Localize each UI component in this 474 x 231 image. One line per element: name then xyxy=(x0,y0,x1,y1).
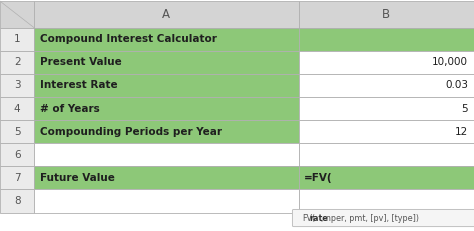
Bar xyxy=(34,51,299,74)
Text: 0.03: 0.03 xyxy=(445,80,468,91)
Bar xyxy=(0,143,34,166)
Bar xyxy=(299,74,474,97)
Text: FV(: FV( xyxy=(302,213,315,222)
Text: Compound Interest Calculator: Compound Interest Calculator xyxy=(40,34,217,44)
Bar xyxy=(34,28,299,51)
Text: Future Value: Future Value xyxy=(40,173,115,183)
Text: , nper, pmt, [pv], [type]): , nper, pmt, [pv], [type]) xyxy=(321,213,419,222)
Bar xyxy=(299,97,474,120)
Text: 3: 3 xyxy=(14,80,20,91)
Text: rate: rate xyxy=(310,213,328,222)
Bar xyxy=(0,1,34,28)
FancyBboxPatch shape xyxy=(292,210,474,227)
Bar xyxy=(0,120,34,143)
Text: 6: 6 xyxy=(14,150,20,160)
Bar xyxy=(0,74,34,97)
Text: 10,000: 10,000 xyxy=(432,57,468,67)
Text: 1: 1 xyxy=(14,34,20,44)
Bar xyxy=(299,143,474,166)
Text: Present Value: Present Value xyxy=(40,57,121,67)
Bar xyxy=(34,97,299,120)
Bar xyxy=(34,189,299,213)
Text: =FV(: =FV( xyxy=(304,173,333,183)
Bar xyxy=(0,189,34,213)
Text: # of Years: # of Years xyxy=(40,103,100,114)
Bar xyxy=(0,166,34,189)
Text: 12: 12 xyxy=(455,127,468,137)
Bar xyxy=(299,51,474,74)
Bar xyxy=(0,51,34,74)
Bar xyxy=(34,143,299,166)
Bar xyxy=(299,28,474,51)
Text: 8: 8 xyxy=(14,196,20,206)
Text: Interest Rate: Interest Rate xyxy=(40,80,118,91)
Text: B: B xyxy=(382,8,391,21)
Bar xyxy=(34,74,299,97)
Text: 5: 5 xyxy=(462,103,468,114)
Bar xyxy=(34,120,299,143)
Bar xyxy=(34,1,299,28)
Text: 7: 7 xyxy=(14,173,20,183)
Text: A: A xyxy=(163,8,170,21)
Text: 2: 2 xyxy=(14,57,20,67)
Bar xyxy=(0,28,34,51)
Bar xyxy=(299,120,474,143)
Text: 5: 5 xyxy=(14,127,20,137)
Text: 4: 4 xyxy=(14,103,20,114)
Text: Compounding Periods per Year: Compounding Periods per Year xyxy=(40,127,222,137)
Bar xyxy=(34,166,299,189)
Bar xyxy=(299,1,474,28)
Bar xyxy=(299,189,474,213)
Bar xyxy=(299,166,474,189)
Bar xyxy=(0,97,34,120)
